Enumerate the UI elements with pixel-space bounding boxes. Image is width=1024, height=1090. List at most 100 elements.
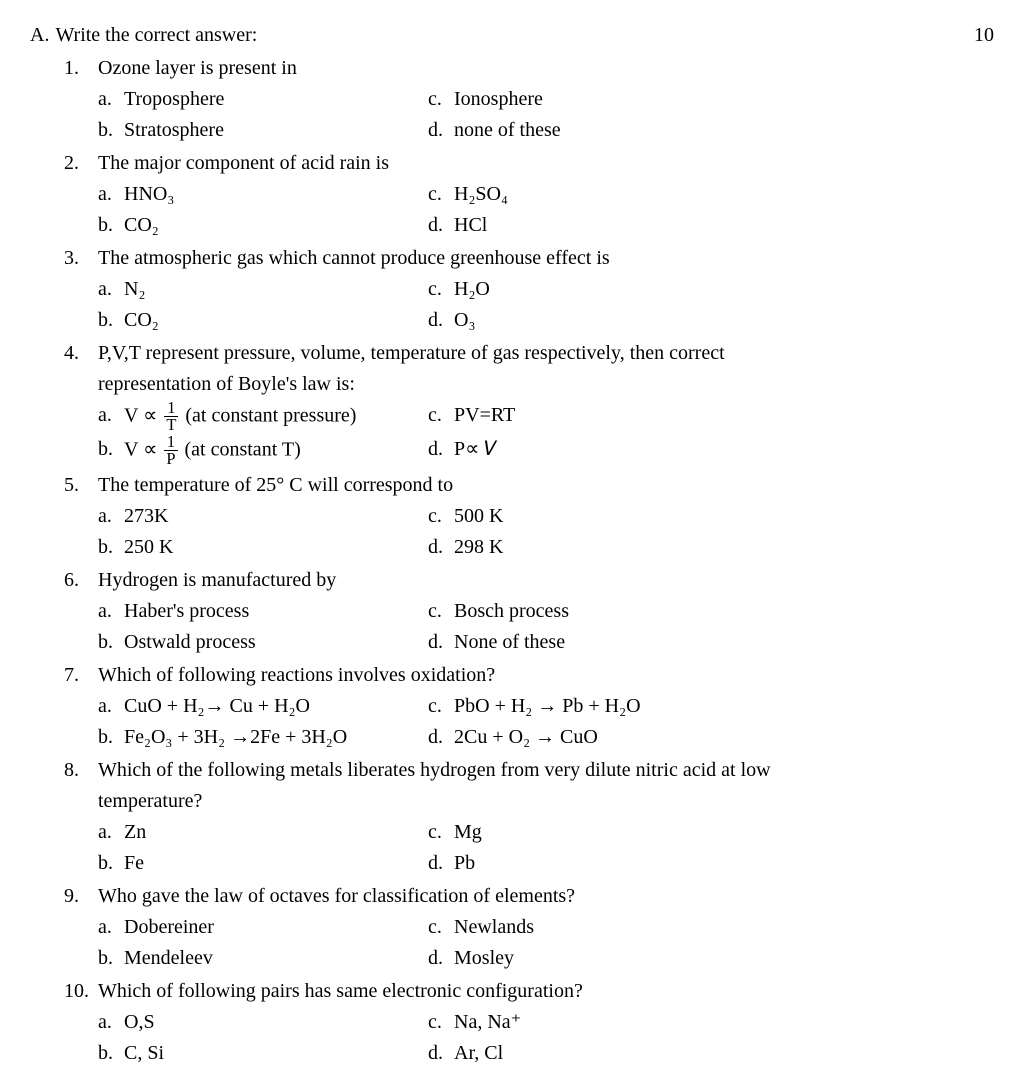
option-text: Mosley [454,943,514,974]
option-b: b.CO₂ [98,210,418,241]
option-text: Bosch process [454,596,569,627]
option-label: a. [98,596,118,627]
option-label: b. [98,943,118,974]
opt-post: (at constant pressure) [180,405,356,427]
option-d: d.Ar, Cl [428,1038,994,1069]
option-text: CO₂ [124,210,159,241]
option-d: d.O₃ [428,305,994,336]
option-text: N₂ [124,274,145,305]
options: a.Zn c.Mg b.Fe d.Pb [98,817,994,879]
option-text: 250 K [124,532,173,563]
option-text: 500 K [454,501,503,532]
question-stem: 1. Ozone layer is present in [64,53,994,84]
option-b: b. V ∝ 1P (at constant T) [98,434,418,468]
question-stem: 2. The major component of acid rain is [64,148,994,179]
option-c: c.H₂O [428,274,994,305]
option-label: b. [98,722,118,753]
options: a.273K c.500 K b.250 K d.298 K [98,501,994,563]
question-text: P,V,T represent pressure, volume, temper… [98,338,725,369]
question-number: 8. [64,755,90,786]
option-label: a. [98,179,118,210]
option-label: b. [98,210,118,241]
option-text: CuO + H₂→ Cu + H₂O [124,691,310,722]
option-b: b.Stratosphere [98,115,418,146]
option-text: HCl [454,210,487,241]
option-b: b.Mendeleev [98,943,418,974]
question-text: Who gave the law of octaves for classifi… [98,881,575,912]
option-d: d.None of these [428,627,994,658]
option-b: b.C, Si [98,1038,418,1069]
fraction: 1P [164,434,177,468]
section-letter: A. [30,20,49,51]
option-label: c. [428,501,448,532]
option-label: c. [428,912,448,943]
question-number: 3. [64,243,90,274]
question-text: Which of the following metals liberates … [98,755,771,786]
option-text: Na, Na⁺ [454,1007,521,1038]
option-text: Zn [124,817,146,848]
option-label: c. [428,84,448,115]
question-number: 5. [64,470,90,501]
option-a: a.Dobereiner [98,912,418,943]
question: 1. Ozone layer is present in a.Troposphe… [64,53,994,146]
options: a.N₂ c.H₂O b.CO₂ d.O₃ [98,274,994,336]
question: 9. Who gave the law of octaves for class… [64,881,994,974]
option-text: Pb [454,848,475,879]
question: 2. The major component of acid rain is a… [64,148,994,241]
option-b: b.Ostwald process [98,627,418,658]
question-number: 10. [64,976,90,1007]
option-label: d. [428,943,448,974]
question-number: 7. [64,660,90,691]
option-b: b.250 K [98,532,418,563]
option-label: b. [98,305,118,336]
question: 4. P,V,T represent pressure, volume, tem… [64,338,994,468]
option-a: a.N₂ [98,274,418,305]
option-label: c. [428,400,448,434]
question-text-cont: temperature? [98,786,994,817]
option-c: c.PbO + H₂ → Pb + H₂O [428,691,994,722]
option-label: a. [98,817,118,848]
option-label: d. [428,627,448,658]
question-text: The temperature of 25° C will correspond… [98,470,453,501]
option-label: d. [428,210,448,241]
option-text: Stratosphere [124,115,224,146]
option-text: Newlands [454,912,534,943]
option-text: Mendeleev [124,943,213,974]
option-label: a. [98,274,118,305]
option-text: H₂O [454,274,490,305]
section-header: A. Write the correct answer: 10 [30,20,994,51]
question-number: 1. [64,53,90,84]
option-text: C, Si [124,1038,164,1069]
option-text: Haber's process [124,596,249,627]
option-c: c.Newlands [428,912,994,943]
option-c: c.500 K [428,501,994,532]
question-number: 9. [64,881,90,912]
question-text: Hydrogen is manufactured by [98,565,336,596]
question-text: Which of following pairs has same electr… [98,976,583,1007]
option-a: a.Zn [98,817,418,848]
option-label: c. [428,274,448,305]
question-stem: 6. Hydrogen is manufactured by [64,565,994,596]
option-a: a.O,S [98,1007,418,1038]
option-text: PbO + H₂ → Pb + H₂O [454,691,641,722]
question-text: Ozone layer is present in [98,53,297,84]
option-text: Mg [454,817,482,848]
option-a: a. V ∝ 1T (at constant pressure) [98,400,418,434]
option-label: d. [428,1038,448,1069]
questions-list: 1. Ozone layer is present in a.Troposphe… [64,53,994,1069]
denominator: P [164,451,177,467]
question-text: The major component of acid rain is [98,148,389,179]
question-text-cont: representation of Boyle's law is: [98,369,994,400]
question-stem: 3. The atmospheric gas which cannot prod… [64,243,994,274]
option-label: a. [98,1007,118,1038]
option-label: c. [428,1007,448,1038]
option-text: Fe₂O₃ + 3H₂ →2Fe + 3H₂O [124,722,347,753]
option-text: Ostwald process [124,627,256,658]
option-label: d. [428,434,448,468]
option-text: Dobereiner [124,912,214,943]
option-a: a.CuO + H₂→ Cu + H₂O [98,691,418,722]
option-text: O,S [124,1007,155,1038]
option-label: b. [98,115,118,146]
option-text: H₂SO₄ [454,179,508,210]
question: 10. Which of following pairs has same el… [64,976,994,1069]
